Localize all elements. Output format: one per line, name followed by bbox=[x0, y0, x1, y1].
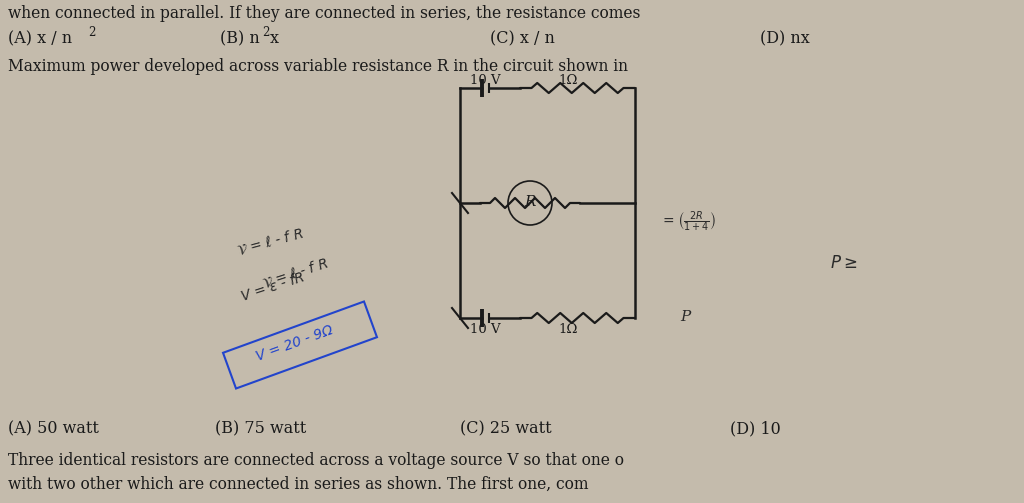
Text: (C) 25 watt: (C) 25 watt bbox=[460, 420, 552, 437]
Text: V = 20 - 9Ω: V = 20 - 9Ω bbox=[255, 322, 336, 363]
Text: $P \geq$: $P \geq$ bbox=[830, 255, 857, 272]
Text: (A) 50 watt: (A) 50 watt bbox=[8, 420, 99, 437]
Text: P: P bbox=[680, 310, 690, 324]
Text: x: x bbox=[270, 30, 279, 47]
Text: (B) 75 watt: (B) 75 watt bbox=[215, 420, 306, 437]
Text: $\mathcal{V}$ = $\ell$ - $\mathit{f}$ R: $\mathcal{V}$ = $\ell$ - $\mathit{f}$ R bbox=[234, 225, 305, 258]
Text: 1Ω: 1Ω bbox=[558, 74, 578, 87]
Text: 2: 2 bbox=[262, 26, 269, 39]
Text: (C) x / n: (C) x / n bbox=[490, 30, 555, 47]
Text: 10 V: 10 V bbox=[470, 74, 501, 87]
Text: 2: 2 bbox=[88, 26, 95, 39]
Text: $\mathcal{V}$ = $\ell$ - $\mathit{f}$ R: $\mathcal{V}$ = $\ell$ - $\mathit{f}$ R bbox=[260, 255, 330, 291]
Text: (D) nx: (D) nx bbox=[760, 30, 810, 47]
Text: (D) 10: (D) 10 bbox=[730, 420, 780, 437]
Text: V = ε - fR: V = ε - fR bbox=[240, 270, 307, 304]
Text: $= \left(\frac{2R}{1+4}\right)$: $= \left(\frac{2R}{1+4}\right)$ bbox=[660, 210, 717, 234]
Text: 10 V: 10 V bbox=[470, 323, 501, 336]
Text: Three identical resistors are connected across a voltage source V so that one o: Three identical resistors are connected … bbox=[8, 452, 624, 469]
Text: R: R bbox=[524, 195, 536, 209]
Text: with two other which are connected in series as shown. The first one, com: with two other which are connected in se… bbox=[8, 476, 589, 493]
Text: (B) n: (B) n bbox=[220, 30, 260, 47]
Text: 1Ω: 1Ω bbox=[558, 323, 578, 336]
Text: (A) x / n: (A) x / n bbox=[8, 30, 72, 47]
Text: when connected in parallel. If they are connected in series, the resistance come: when connected in parallel. If they are … bbox=[8, 5, 640, 22]
Text: Maximum power developed across variable resistance R in the circuit shown in: Maximum power developed across variable … bbox=[8, 58, 628, 75]
